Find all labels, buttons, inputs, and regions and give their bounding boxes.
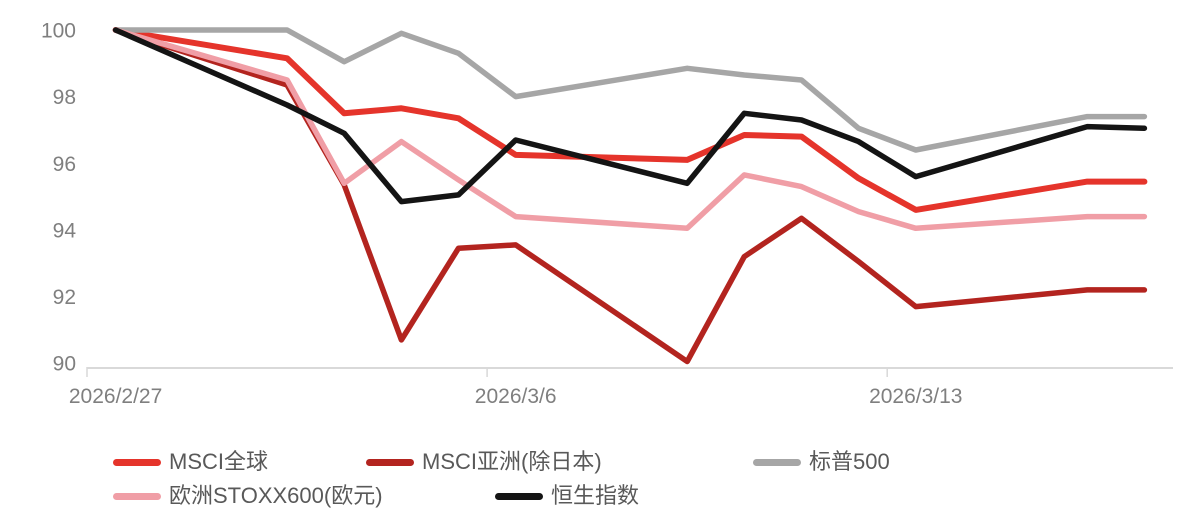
y-tick-label: 98 xyxy=(53,86,76,109)
series-line-欧洲STOXX600(欧元) xyxy=(112,27,1148,232)
legend-label: MSCI亚洲(除日本) xyxy=(422,449,602,474)
y-tick-label: 92 xyxy=(53,286,76,309)
series-line-MSCI全球 xyxy=(112,27,1148,213)
legend-item-恒生指数: 恒生指数 xyxy=(495,484,639,508)
legend-item-标普500: 标普500 xyxy=(753,450,890,474)
series-line-标普500 xyxy=(112,27,1148,153)
series-line-恒生指数 xyxy=(112,27,1148,205)
y-tick-label: 94 xyxy=(53,219,77,242)
legend-item-欧洲STOXX600(欧元): 欧洲STOXX600(欧元) xyxy=(113,484,383,508)
legend-label: MSCI全球 xyxy=(169,449,269,474)
x-tick-label: 2026/3/13 xyxy=(869,385,962,408)
legend-item-MSCI全球: MSCI全球 xyxy=(113,450,268,474)
legend-swatch-icon xyxy=(495,492,543,500)
legend-swatch-icon xyxy=(366,458,414,466)
legend-item-MSCI亚洲(除日本): MSCI亚洲(除日本) xyxy=(366,450,602,474)
x-tick-label: 2026/3/6 xyxy=(475,385,557,408)
legend-swatch-icon xyxy=(113,492,161,500)
legend-swatch-icon xyxy=(753,458,801,466)
legend-label: 恒生指数 xyxy=(551,483,640,508)
legend-label: 欧洲STOXX600(欧元) xyxy=(169,483,383,508)
series-lines xyxy=(112,27,1148,365)
y-axis-labels: 90 92 94 96 98 100 xyxy=(41,20,76,376)
legend-label: 标普500 xyxy=(809,449,890,474)
x-axis: 2026/2/27 2026/3/6 2026/3/13 xyxy=(69,367,1173,408)
y-tick-label: 96 xyxy=(53,153,76,176)
legend-swatch-icon xyxy=(113,458,161,466)
y-tick-label: 100 xyxy=(41,20,76,43)
x-tick-label: 2026/2/27 xyxy=(69,385,162,408)
y-tick-label: 90 xyxy=(53,353,76,376)
